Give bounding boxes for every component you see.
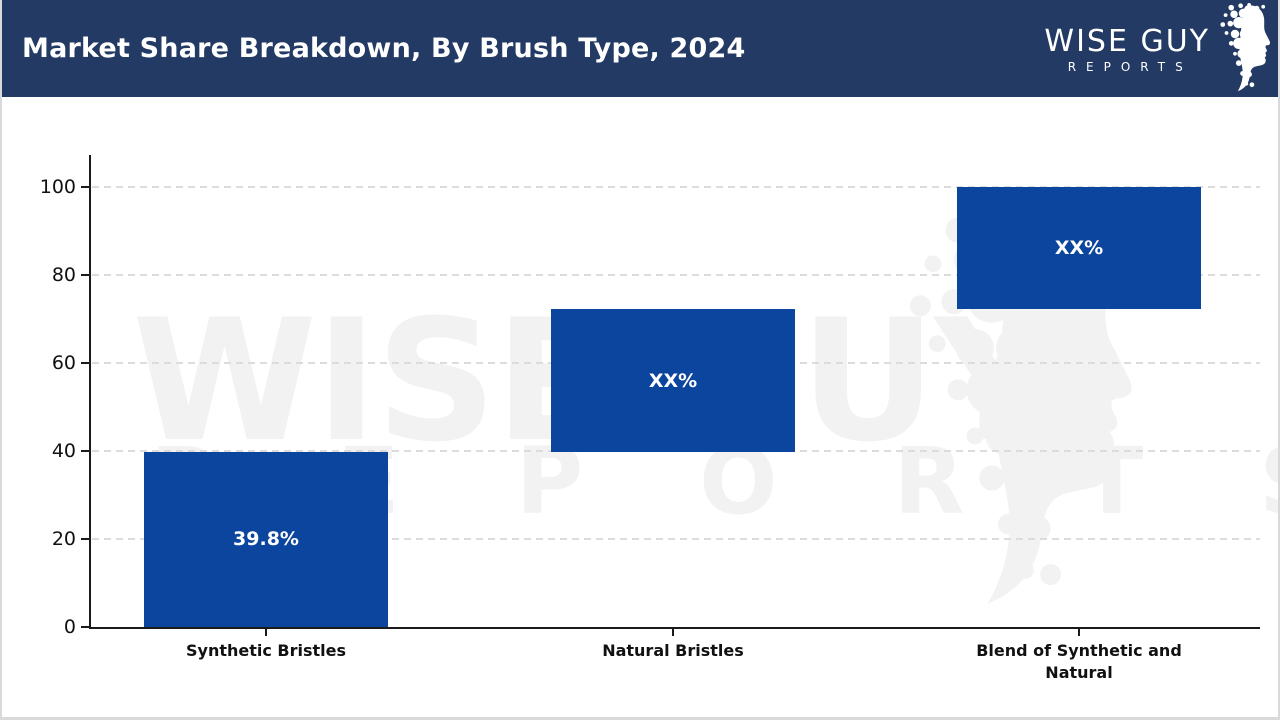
page-title: Market Share Breakdown, By Brush Type, 2… xyxy=(22,33,746,64)
y-axis-line xyxy=(89,155,91,629)
y-axis-tick xyxy=(81,450,90,452)
bar-value-label: 39.8% xyxy=(233,528,299,551)
wiseguy-logo: WISE GUY REPORTS xyxy=(1044,0,1276,97)
y-tick-label: 100 xyxy=(39,176,76,198)
bar: XX% xyxy=(551,309,795,452)
x-axis-tick xyxy=(1078,629,1080,636)
logo-subtext: REPORTS xyxy=(1067,59,1193,74)
x-axis-line xyxy=(89,627,1260,629)
y-tick-label: 80 xyxy=(51,264,76,286)
y-axis-tick xyxy=(81,362,90,364)
bar-value-label: XX% xyxy=(648,369,698,392)
bar: 39.8% xyxy=(144,451,388,627)
x-axis-tick xyxy=(672,629,674,636)
logo-wordmark: WISE GUY xyxy=(1044,23,1210,59)
y-tick-label: 60 xyxy=(51,352,76,374)
y-tick-label: 0 xyxy=(63,616,76,638)
x-axis-tick xyxy=(265,629,267,636)
x-tick-label: Blend of Synthetic and Natural xyxy=(976,641,1182,682)
grid-line xyxy=(92,274,1260,276)
y-tick-label: 40 xyxy=(51,440,76,462)
logo-text: WISE GUY REPORTS xyxy=(1044,24,1210,74)
bar: XX% xyxy=(957,187,1201,310)
x-tick-label: Synthetic Bristles xyxy=(185,641,347,660)
y-axis-tick xyxy=(81,538,90,540)
y-tick-label: 20 xyxy=(51,528,76,550)
y-axis-tick xyxy=(81,626,90,628)
bar-value-label: XX% xyxy=(1054,237,1104,260)
x-tick-label: Natural Bristles xyxy=(602,641,744,660)
y-axis-tick xyxy=(81,186,90,188)
grid-line xyxy=(92,538,1260,540)
report-header: Market Share Breakdown, By Brush Type, 2… xyxy=(2,0,1278,97)
grid-line xyxy=(92,186,1260,188)
y-axis-tick xyxy=(81,274,90,276)
